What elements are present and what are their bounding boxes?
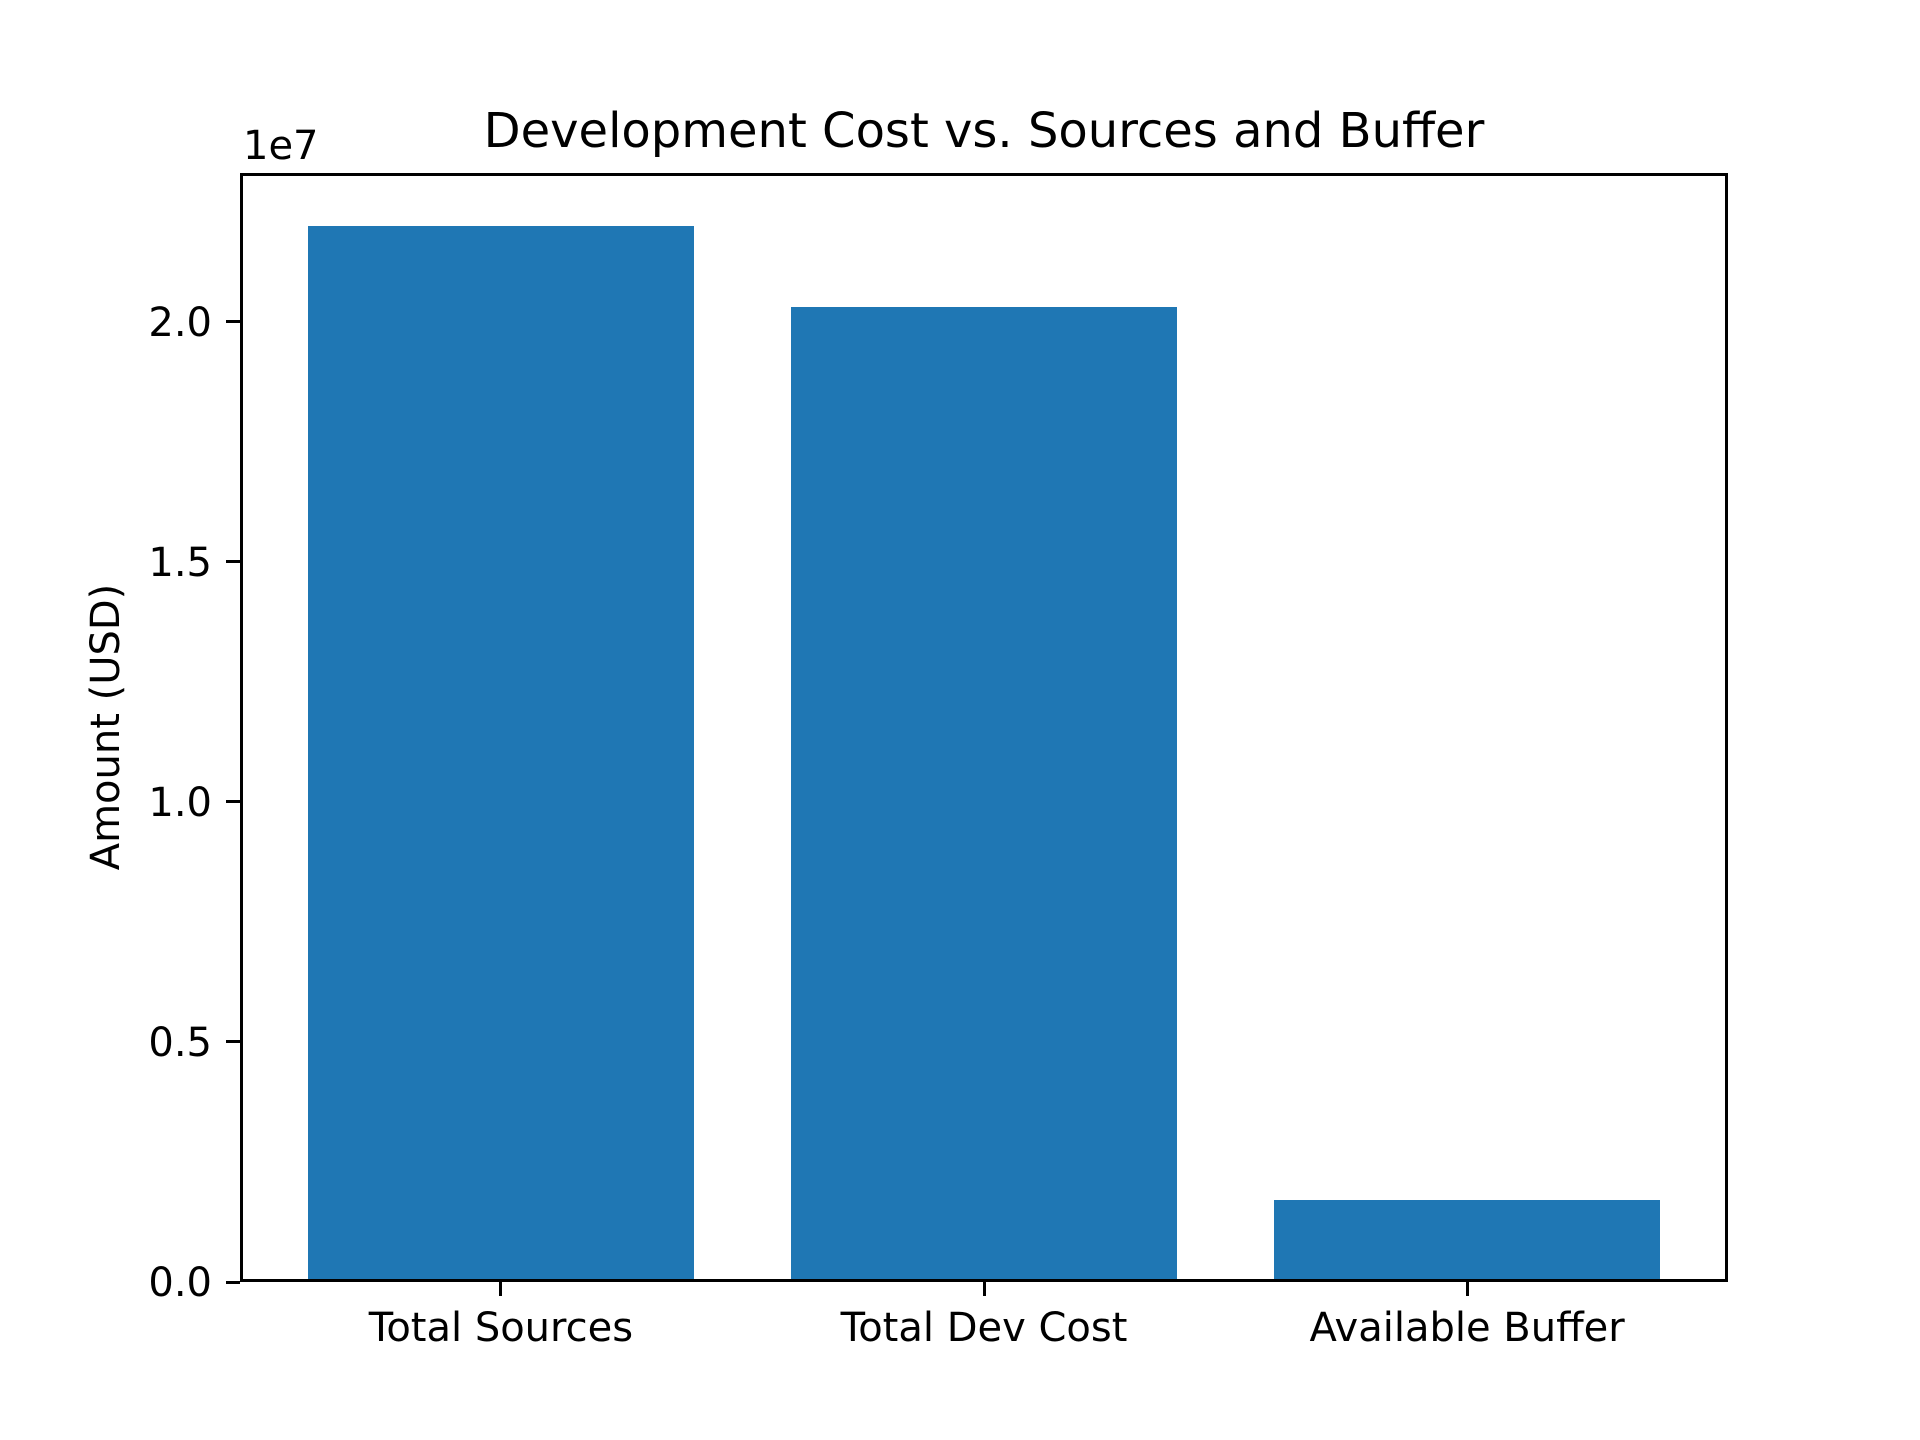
y-axis-offset-label: 1e7 xyxy=(243,123,319,169)
bar-total-sources xyxy=(307,225,695,1279)
y-tick-label: 0.0 xyxy=(148,1260,212,1306)
y-tick-label: 0.5 xyxy=(148,1019,212,1066)
y-tick-mark xyxy=(226,800,240,804)
y-tick-label: 2.0 xyxy=(148,299,212,346)
y-tick-mark xyxy=(226,560,240,564)
y-tick-mark xyxy=(226,1040,240,1044)
y-tick-mark xyxy=(226,1280,240,1284)
bar-total-dev-cost xyxy=(790,307,1178,1279)
y-tick-label: 1.0 xyxy=(148,779,212,826)
x-tick-label-total-dev-cost: Total Dev Cost xyxy=(840,1305,1128,1351)
x-tick-label-available-buffer: Available Buffer xyxy=(1309,1305,1625,1351)
x-tick-mark xyxy=(1465,1282,1469,1296)
chart-title: Development Cost vs. Sources and Buffer xyxy=(483,103,1485,159)
x-tick-label-total-sources: Total Sources xyxy=(368,1305,634,1351)
bar-available-buffer xyxy=(1273,1200,1661,1279)
y-tick-label: 1.5 xyxy=(148,539,212,586)
x-tick-mark xyxy=(499,1282,503,1296)
y-tick-mark xyxy=(226,320,240,324)
x-tick-mark xyxy=(982,1282,986,1296)
